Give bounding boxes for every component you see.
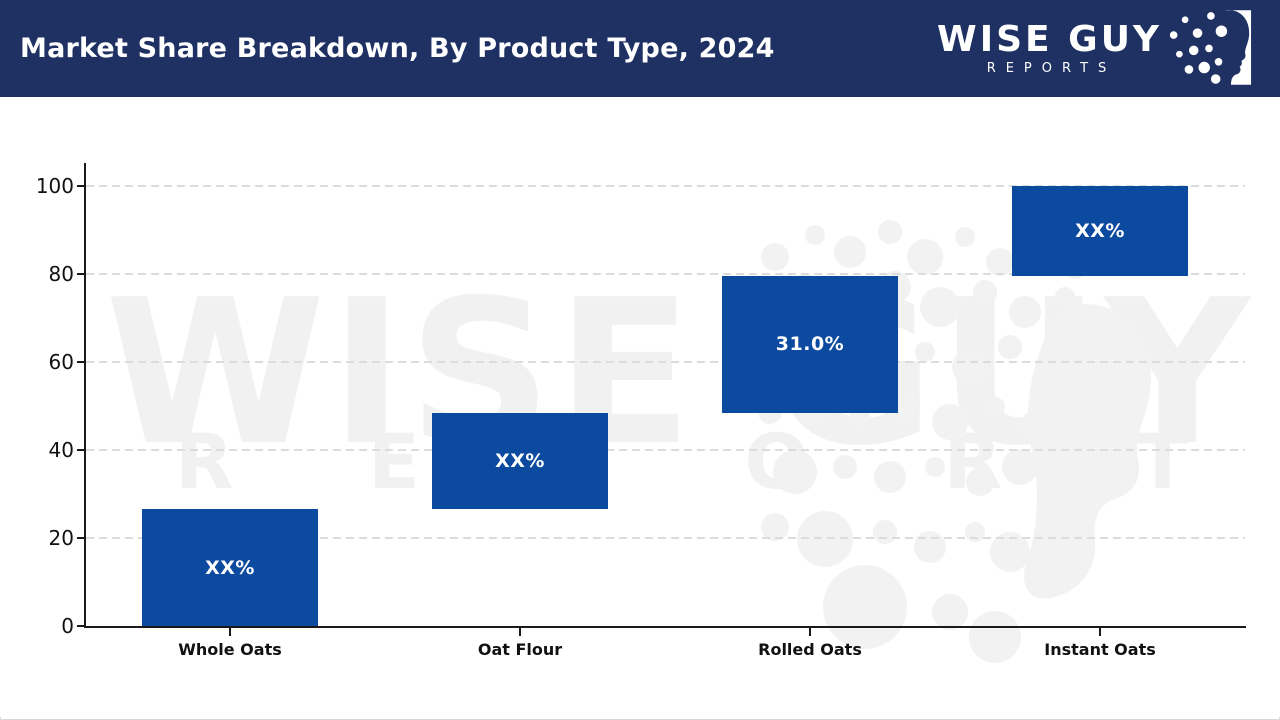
y-tick-mark: [77, 449, 85, 451]
page-title: Market Share Breakdown, By Product Type,…: [20, 33, 775, 64]
x-tick-mark: [1099, 628, 1101, 636]
logo-wordmark: WISE GUY: [936, 19, 1162, 61]
logo-subtitle: REPORTS: [986, 60, 1117, 76]
y-tick-mark: [77, 185, 85, 187]
y-gridline: [86, 361, 1245, 363]
y-axis-line: [84, 163, 86, 628]
y-gridline: [86, 273, 1245, 275]
x-category-label: Whole Oats: [178, 640, 282, 659]
y-tick-mark: [77, 273, 85, 275]
x-axis-line: [84, 626, 1246, 628]
x-tick-mark: [519, 628, 521, 636]
x-tick-mark: [809, 628, 811, 636]
y-tick-mark: [77, 537, 85, 539]
bar-value-label: XX%: [205, 556, 255, 579]
bar-value-label: XX%: [495, 449, 545, 472]
bar-segment: XX%: [1012, 186, 1188, 277]
bar-segment: 31.0%: [722, 276, 898, 413]
y-tick-label: 60: [48, 350, 74, 374]
y-gridline: [86, 185, 1245, 187]
x-tick-mark: [229, 628, 231, 636]
y-tick-label: 80: [48, 262, 74, 286]
y-tick-label: 0: [61, 614, 74, 638]
wiseguy-logo: WISE GUY REPORTS: [937, 6, 1252, 92]
y-tick-label: 100: [35, 174, 74, 198]
bar-segment: XX%: [432, 412, 608, 510]
y-tick-mark: [77, 625, 85, 627]
y-tick-label: 20: [48, 526, 74, 550]
y-tick-label: 40: [48, 438, 74, 462]
chart-area: WISE GUY R E P O R T S: [0, 97, 1280, 717]
x-category-label: Oat Flour: [477, 640, 563, 659]
bar-segment: XX%: [142, 509, 318, 626]
y-tick-mark: [77, 361, 85, 363]
logo-head-icon: [1166, 6, 1252, 92]
logo-text: WISE GUY REPORTS: [937, 21, 1162, 76]
y-gridline: [86, 449, 1245, 451]
header: Market Share Breakdown, By Product Type,…: [0, 0, 1280, 97]
y-gridline: [86, 537, 1245, 539]
bar-value-label: 31.0%: [775, 333, 845, 356]
bar-value-label: XX%: [1075, 220, 1125, 243]
x-category-label: Instant Oats: [1044, 640, 1156, 659]
x-category-label: Rolled Oats: [758, 640, 862, 659]
